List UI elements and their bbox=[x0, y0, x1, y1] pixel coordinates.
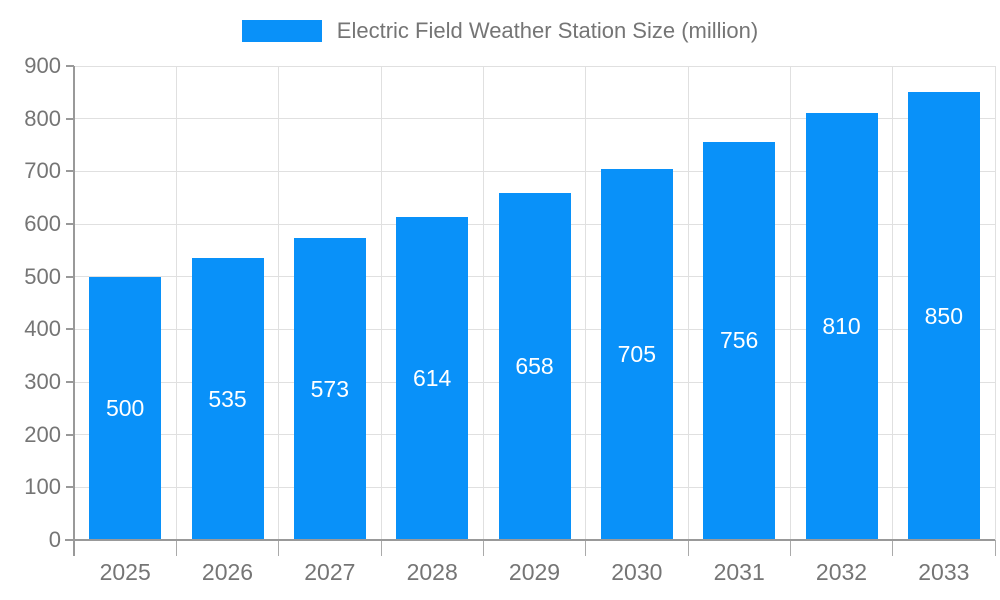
x-gridline bbox=[585, 66, 587, 540]
x-axis-tick bbox=[585, 540, 587, 556]
bar-value-label: 500 bbox=[105, 394, 145, 421]
x-axis-tick-label: 2030 bbox=[611, 559, 663, 585]
x-axis-tick bbox=[175, 540, 177, 556]
y-axis-tick-label: 900 bbox=[24, 53, 61, 78]
bar-value-label: 573 bbox=[310, 375, 350, 402]
bar-2032[interactable]: 810 bbox=[805, 113, 878, 540]
bar-2031[interactable]: 756 bbox=[703, 141, 776, 540]
x-axis-line bbox=[65, 539, 995, 541]
x-axis-tick bbox=[892, 540, 894, 556]
x-gridline bbox=[175, 66, 177, 540]
y-axis-tick-label: 400 bbox=[24, 316, 61, 342]
y-axis-tick bbox=[66, 223, 74, 225]
x-gridline bbox=[687, 66, 689, 540]
bar-2026[interactable]: 535 bbox=[191, 258, 264, 540]
bar-2025[interactable]: 500 bbox=[89, 276, 162, 540]
bar-value-label: 658 bbox=[515, 353, 554, 380]
x-axis-tick bbox=[687, 540, 689, 556]
x-axis-tick bbox=[789, 540, 791, 556]
x-axis-tick-label: 2025 bbox=[99, 559, 151, 585]
y-axis-line bbox=[73, 66, 75, 556]
legend-label: Electric Field Weather Station Size (mil… bbox=[336, 18, 759, 43]
y-axis-tick-label: 100 bbox=[24, 474, 61, 500]
y-axis-tick bbox=[66, 65, 74, 67]
y-axis-tick-label: 800 bbox=[24, 105, 61, 131]
x-gridline bbox=[380, 66, 382, 540]
y-gridline bbox=[74, 118, 995, 120]
x-axis-tick bbox=[482, 540, 484, 556]
bar-value-label: 756 bbox=[719, 327, 759, 354]
y-axis-tick bbox=[66, 275, 74, 278]
x-axis-tick bbox=[278, 540, 280, 556]
y-axis-tick-label: 600 bbox=[24, 211, 61, 236]
legend[interactable]: Electric Field Weather Station Size (mil… bbox=[0, 18, 1000, 44]
bar-value-label: 535 bbox=[208, 385, 247, 412]
bar-2027[interactable]: 573 bbox=[293, 238, 366, 540]
bar-value-label: 614 bbox=[412, 364, 452, 391]
bar-value-label: 850 bbox=[924, 302, 964, 329]
x-axis-tick-label: 2027 bbox=[304, 559, 356, 585]
x-axis-tick bbox=[994, 540, 996, 556]
y-axis-tick bbox=[66, 328, 74, 331]
x-axis-tick-label: 2032 bbox=[815, 559, 868, 585]
y-axis-tick bbox=[66, 433, 74, 436]
bar-2029[interactable]: 658 bbox=[498, 193, 571, 540]
bar-value-label: 705 bbox=[617, 340, 657, 367]
y-gridline bbox=[74, 170, 995, 172]
x-axis-tick-label: 2026 bbox=[201, 559, 254, 585]
y-axis-tick-label: 300 bbox=[24, 369, 61, 394]
bar-value-label: 810 bbox=[822, 313, 861, 340]
x-gridline bbox=[994, 66, 996, 540]
y-axis-tick-label: 500 bbox=[24, 263, 61, 289]
bar-2030[interactable]: 705 bbox=[600, 168, 673, 540]
y-axis-tick-label: 700 bbox=[24, 158, 61, 184]
x-axis-tick-label: 2033 bbox=[918, 559, 970, 585]
bar-2028[interactable]: 614 bbox=[396, 216, 469, 540]
y-axis-tick-label: 0 bbox=[48, 527, 61, 552]
x-axis-tick-label: 2029 bbox=[508, 559, 561, 585]
x-axis-tick bbox=[380, 540, 382, 556]
y-axis-tick bbox=[66, 117, 74, 120]
y-axis-tick bbox=[66, 486, 74, 489]
y-axis-tick-label: 200 bbox=[24, 421, 61, 447]
x-axis-tick-label: 2031 bbox=[713, 559, 765, 585]
x-gridline bbox=[789, 66, 791, 540]
y-axis-tick bbox=[66, 170, 74, 173]
x-axis-tick-label: 2028 bbox=[406, 559, 458, 585]
y-axis-tick bbox=[66, 381, 74, 383]
bar-2033[interactable]: 850 bbox=[907, 92, 980, 540]
x-gridline bbox=[482, 66, 484, 540]
x-gridline bbox=[892, 66, 894, 540]
legend-swatch-icon bbox=[241, 20, 322, 42]
x-gridline bbox=[278, 66, 280, 540]
y-gridline bbox=[74, 65, 995, 67]
